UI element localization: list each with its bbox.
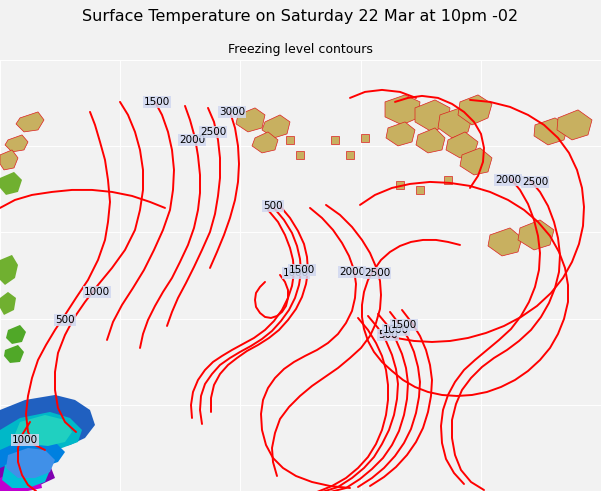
Text: 1000: 1000 <box>383 325 409 335</box>
Text: 1000: 1000 <box>12 435 38 445</box>
Polygon shape <box>385 95 420 125</box>
Text: 2000: 2000 <box>495 175 521 185</box>
Polygon shape <box>444 176 452 184</box>
Polygon shape <box>458 95 492 125</box>
Text: 2500: 2500 <box>200 127 226 137</box>
Polygon shape <box>0 292 16 315</box>
Polygon shape <box>5 135 28 152</box>
Polygon shape <box>286 136 294 144</box>
Text: 2500: 2500 <box>522 177 548 187</box>
Polygon shape <box>16 112 44 132</box>
Polygon shape <box>396 181 404 189</box>
Polygon shape <box>0 255 18 285</box>
Polygon shape <box>15 415 72 446</box>
Polygon shape <box>0 412 82 462</box>
Polygon shape <box>6 448 55 478</box>
Text: Freezing level contours: Freezing level contours <box>228 43 373 55</box>
Polygon shape <box>296 151 304 159</box>
Polygon shape <box>361 134 369 142</box>
Polygon shape <box>252 132 278 153</box>
Polygon shape <box>2 458 50 488</box>
Polygon shape <box>0 438 65 472</box>
Polygon shape <box>0 395 95 465</box>
Polygon shape <box>0 470 42 491</box>
Text: 500: 500 <box>55 315 75 325</box>
Polygon shape <box>416 186 424 194</box>
Polygon shape <box>0 458 55 491</box>
Text: 500: 500 <box>263 201 283 211</box>
Polygon shape <box>236 108 265 132</box>
Polygon shape <box>262 115 290 138</box>
Polygon shape <box>534 118 568 145</box>
Polygon shape <box>416 128 445 153</box>
Polygon shape <box>446 132 478 158</box>
Polygon shape <box>488 228 522 256</box>
Polygon shape <box>0 172 22 195</box>
Polygon shape <box>460 148 492 175</box>
Polygon shape <box>6 325 26 344</box>
Text: 2500: 2500 <box>364 268 390 278</box>
Polygon shape <box>331 136 339 144</box>
Text: 500: 500 <box>378 330 398 340</box>
Polygon shape <box>415 100 450 132</box>
Polygon shape <box>4 345 24 363</box>
Text: 1500: 1500 <box>391 320 417 330</box>
Polygon shape <box>518 220 554 250</box>
Polygon shape <box>557 110 592 140</box>
Text: 3000: 3000 <box>219 107 245 117</box>
Polygon shape <box>346 151 354 159</box>
Text: 1500: 1500 <box>144 97 170 107</box>
Text: 1000: 1000 <box>84 287 110 297</box>
Polygon shape <box>386 122 415 146</box>
Text: 1000: 1000 <box>283 268 309 278</box>
Text: 2000: 2000 <box>179 135 205 145</box>
Polygon shape <box>0 150 18 170</box>
Text: 1500: 1500 <box>289 265 315 275</box>
Polygon shape <box>438 108 472 138</box>
Text: 2000: 2000 <box>339 267 365 277</box>
Text: Surface Temperature on Saturday 22 Mar at 10pm -02: Surface Temperature on Saturday 22 Mar a… <box>82 9 519 24</box>
